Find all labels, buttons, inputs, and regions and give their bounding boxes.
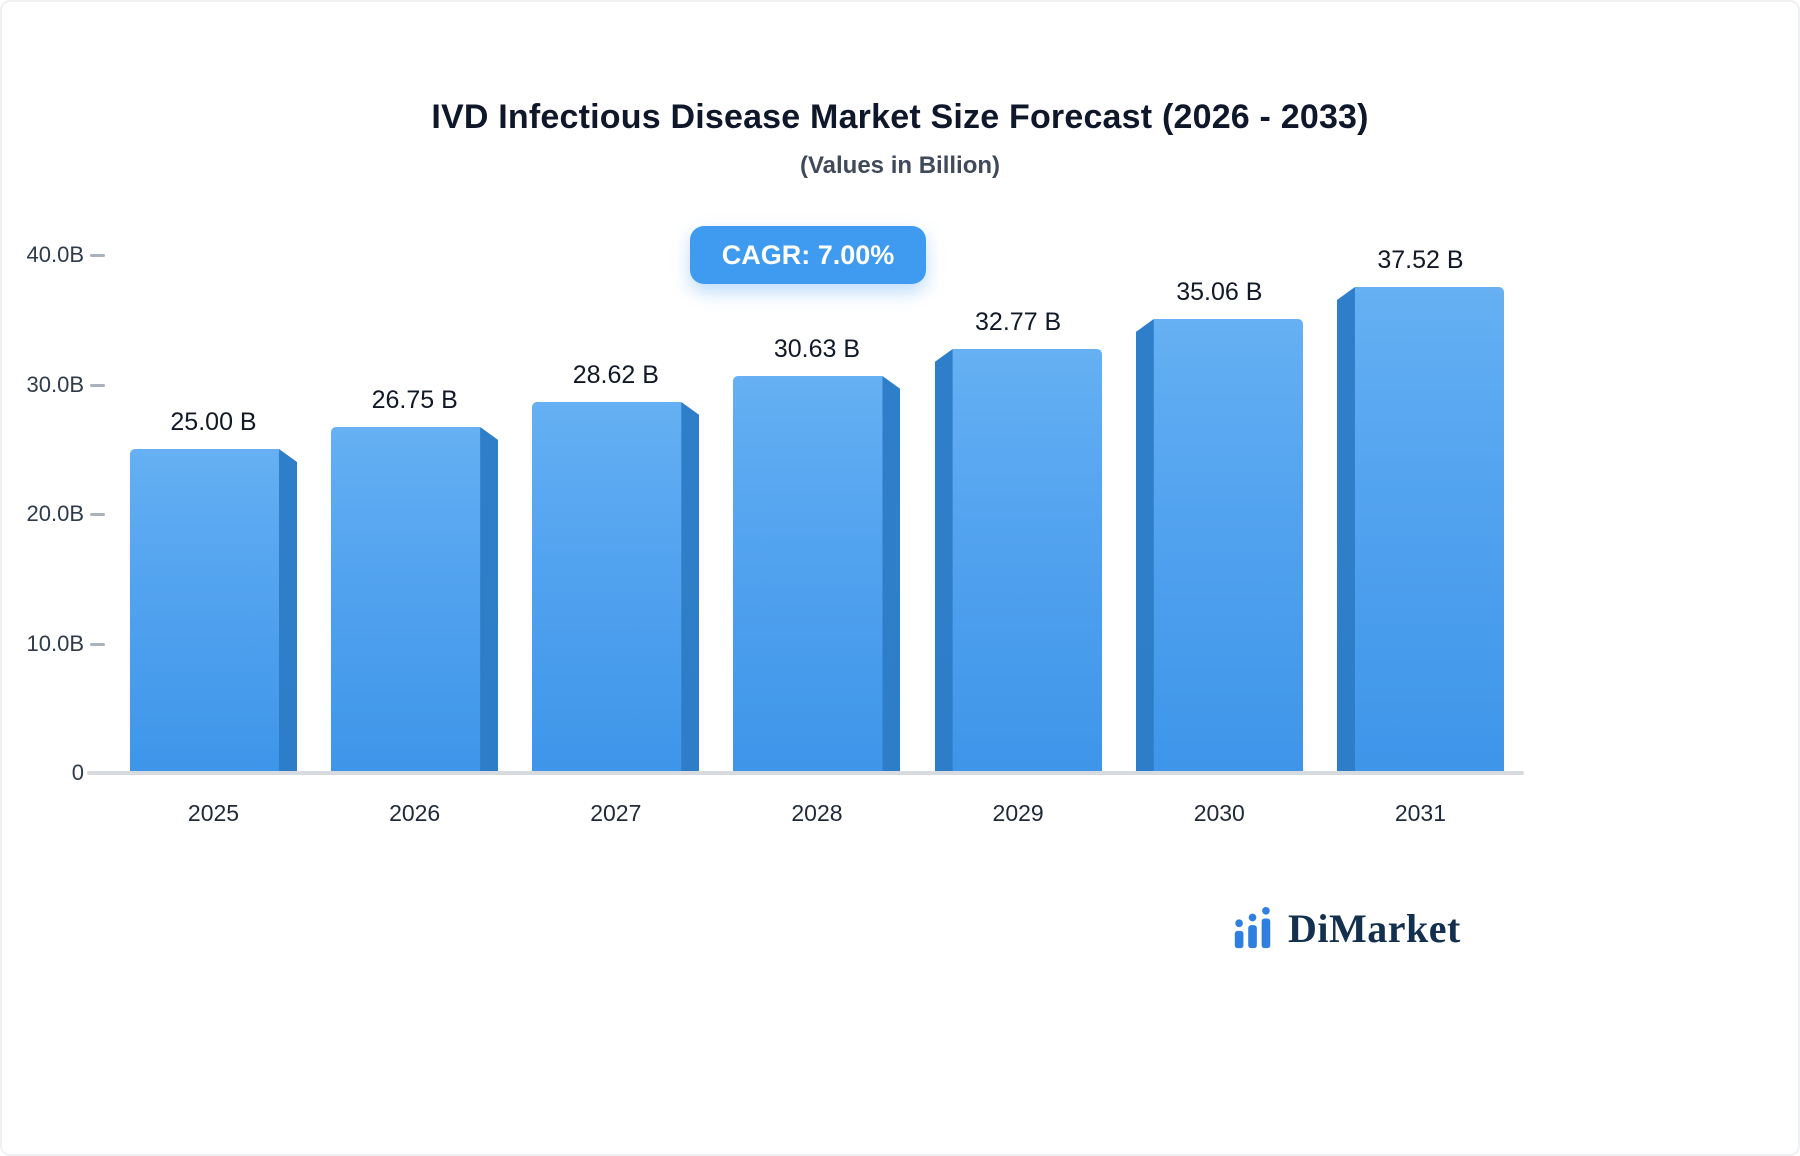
y-tick-label: 10.0B bbox=[26, 630, 85, 656]
bar-group: 30.63 B 2028 bbox=[733, 335, 901, 826]
bar-group: 35.06 B 2030 bbox=[1135, 278, 1303, 826]
y-tick-mark bbox=[90, 642, 105, 646]
y-tick-label: 40.0B bbox=[26, 242, 85, 267]
bar-side-face bbox=[882, 376, 901, 773]
bar bbox=[532, 402, 700, 773]
bar-side-face bbox=[279, 449, 297, 773]
x-axis-baseline bbox=[87, 771, 1524, 775]
y-tick-mark bbox=[90, 513, 105, 516]
bar-value-label: 25.00 B bbox=[170, 408, 257, 436]
bar-value-label: 35.06 B bbox=[1176, 278, 1263, 306]
bar-side-face bbox=[934, 349, 953, 773]
bar-front-face bbox=[1152, 319, 1303, 773]
x-axis-label: 2031 bbox=[1394, 800, 1447, 826]
bar-value-label: 32.77 B bbox=[975, 308, 1062, 336]
y-tick-mark bbox=[90, 383, 105, 387]
bar-front-face bbox=[733, 376, 884, 773]
bar-value-label: 26.75 B bbox=[371, 386, 458, 414]
bar-group: 26.75 B 2026 bbox=[331, 386, 499, 826]
y-tick-label: 30.0B bbox=[26, 371, 85, 397]
bar bbox=[130, 449, 297, 773]
bar-front-face bbox=[1353, 287, 1504, 773]
y-tick-mark bbox=[90, 254, 105, 257]
logo-text: DiMarket bbox=[1288, 906, 1461, 951]
mini-bar-chart-icon bbox=[1234, 906, 1271, 948]
dimarket-logo: DiMarket bbox=[1230, 905, 1461, 952]
bars-row: 25.00 B 2025 26.75 B 2026 28.62 B 2027 30.63 B… bbox=[130, 246, 1504, 826]
x-axis-label: 2030 bbox=[1193, 800, 1245, 826]
bar-front-face bbox=[331, 427, 482, 773]
x-axis-label: 2027 bbox=[590, 800, 642, 826]
bar-value-label: 37.52 B bbox=[1377, 246, 1464, 274]
bar bbox=[1135, 319, 1303, 773]
plot-area: 25.00 B 2025 26.75 B 2026 28.62 B 2027 30.63 B… bbox=[112, 246, 1522, 826]
x-axis-label: 2026 bbox=[389, 800, 441, 826]
bar-value-label: 28.62 B bbox=[572, 361, 659, 389]
y-tick-label: 0 bbox=[71, 760, 84, 785]
bar bbox=[934, 349, 1102, 773]
bar-group: 37.52 B 2031 bbox=[1336, 246, 1504, 826]
bar bbox=[331, 427, 499, 773]
cagr-badge: CAGR: 7.00% bbox=[690, 226, 926, 284]
y-tick-label: 20.0B bbox=[26, 501, 85, 526]
chart-subtitle: (Values in Billion) bbox=[799, 152, 1001, 179]
bar-value-label: 30.63 B bbox=[773, 335, 861, 363]
bar-group: 28.62 B 2027 bbox=[532, 361, 700, 826]
x-axis-label: 2028 bbox=[791, 800, 843, 826]
bar-side-face bbox=[1336, 287, 1355, 773]
bar bbox=[1336, 287, 1504, 773]
bar-front-face bbox=[951, 349, 1102, 773]
x-axis-label: 2025 bbox=[187, 800, 240, 826]
bar-front-face bbox=[532, 402, 683, 773]
bar-group: 32.77 B 2029 bbox=[934, 308, 1102, 826]
bar-side-face bbox=[480, 427, 499, 773]
bar-side-face bbox=[681, 402, 700, 773]
x-axis-label: 2029 bbox=[992, 800, 1044, 826]
bar-group: 25.00 B 2025 bbox=[130, 408, 297, 826]
chart-title: IVD Infectious Disease Market Size Forec… bbox=[431, 98, 1369, 136]
bar-front-face bbox=[130, 449, 280, 773]
bar bbox=[733, 376, 901, 773]
bar-side-face bbox=[1135, 319, 1154, 773]
